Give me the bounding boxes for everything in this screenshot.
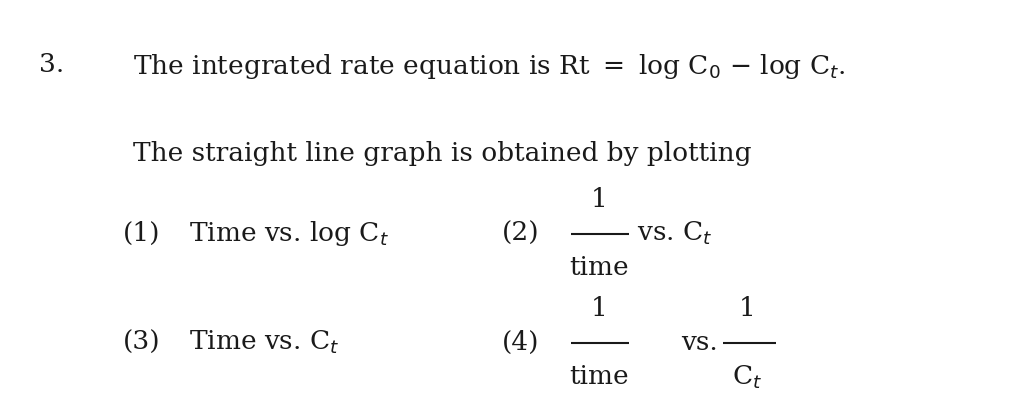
Text: 1: 1: [591, 187, 607, 212]
Text: time: time: [569, 364, 629, 389]
Text: Time vs. log C$_t$: Time vs. log C$_t$: [189, 219, 389, 248]
Text: The integrated rate equation is Rt $=$ log C$_0$ $-$ log C$_t$.: The integrated rate equation is Rt $=$ l…: [133, 52, 846, 81]
Text: Time vs. C$_t$: Time vs. C$_t$: [189, 329, 340, 356]
Text: time: time: [569, 256, 629, 280]
Text: 1: 1: [591, 296, 607, 321]
Text: (4): (4): [502, 330, 540, 355]
Text: vs.: vs.: [681, 330, 718, 355]
Text: The straight line graph is obtained by plotting: The straight line graph is obtained by p…: [133, 141, 752, 166]
Text: C$_t$: C$_t$: [732, 363, 763, 391]
Text: 1: 1: [739, 296, 756, 321]
Text: (2): (2): [502, 221, 540, 246]
Text: (3): (3): [123, 330, 161, 355]
Text: vs. C$_t$: vs. C$_t$: [637, 220, 713, 247]
Text: (1): (1): [123, 221, 161, 246]
Text: 3.: 3.: [39, 52, 65, 77]
